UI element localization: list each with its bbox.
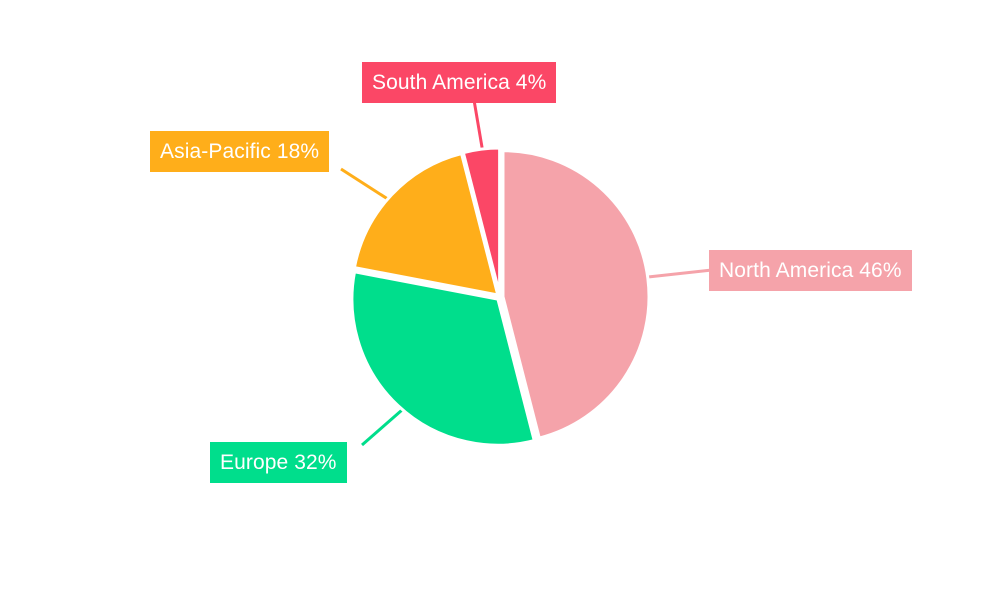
pie-slice-north-america[interactable] xyxy=(501,149,651,440)
pie-slice-asia-pacific[interactable] xyxy=(352,152,500,297)
pie-label-europe[interactable]: Europe 32% xyxy=(210,442,347,483)
pie-label-south-america[interactable]: South America 4% xyxy=(362,62,557,103)
leader-line-north-america xyxy=(647,268,713,279)
pie-label-north-america[interactable]: North America 46% xyxy=(709,250,912,291)
pie-slice-europe[interactable] xyxy=(350,270,536,447)
pie-slice-south-america[interactable] xyxy=(461,146,502,296)
pie-label-asia-pacific[interactable]: Asia-Pacific 18% xyxy=(150,131,330,172)
leader-line-europe xyxy=(361,408,403,447)
